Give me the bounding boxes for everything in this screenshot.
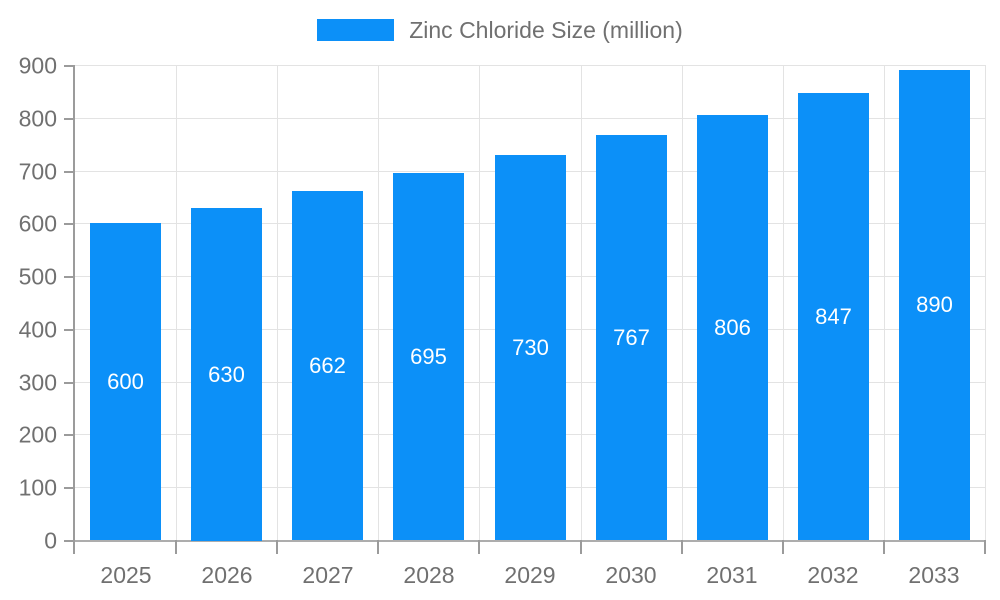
y-axis-tick	[64, 171, 73, 173]
y-axis-tick-label: 100	[18, 474, 57, 501]
y-axis-tick-label: 300	[18, 369, 57, 396]
bar: 662	[292, 191, 363, 540]
y-axis-tick-label: 200	[18, 421, 57, 448]
x-axis-tick	[681, 540, 683, 554]
gridline-horizontal	[75, 118, 985, 119]
x-axis-line	[73, 540, 985, 542]
bar-value-label: 847	[815, 303, 852, 329]
bar: 630	[191, 208, 262, 541]
legend[interactable]: Zinc Chloride Size (million)	[0, 12, 1000, 48]
x-axis-category-label: 2026	[201, 562, 253, 588]
bar-value-label: 806	[714, 314, 751, 340]
y-axis-line	[73, 65, 75, 554]
x-axis-category-label: 2030	[605, 562, 657, 588]
x-axis-tick	[175, 540, 177, 554]
bar-value-label: 767	[613, 324, 650, 350]
x-axis-tick	[276, 540, 278, 554]
y-axis-tick	[64, 487, 73, 489]
gridline-vertical	[682, 65, 683, 540]
y-axis-tick-label: 900	[18, 52, 57, 79]
y-axis-tick-label: 400	[18, 316, 57, 343]
bar-value-label: 600	[107, 368, 144, 394]
x-axis-category-label: 2033	[908, 562, 960, 588]
x-axis-category-label: 2031	[706, 562, 758, 588]
x-axis-tick	[984, 540, 986, 554]
bar-value-label: 695	[410, 343, 447, 369]
y-axis-tick	[64, 276, 73, 278]
x-axis-tick	[580, 540, 582, 554]
x-axis-tick	[782, 540, 784, 554]
x-axis-tick	[377, 540, 379, 554]
y-axis-tick-label: 500	[18, 263, 57, 290]
bar-value-label: 630	[208, 361, 245, 387]
x-axis-category-label: 2028	[403, 562, 455, 588]
y-axis-tick	[64, 540, 73, 542]
y-axis-tick	[64, 434, 73, 436]
legend-label: Zinc Chloride Size (million)	[409, 16, 683, 43]
y-axis-tick-label: 0	[44, 527, 57, 554]
x-axis-category-label: 2027	[302, 562, 354, 588]
gridline-vertical	[479, 65, 480, 540]
x-axis-tick	[73, 540, 75, 554]
gridline-vertical	[783, 65, 784, 540]
gridline-vertical	[378, 65, 379, 540]
y-axis-tick-label: 600	[18, 210, 57, 237]
bar: 695	[393, 173, 464, 540]
y-axis-tick	[64, 223, 73, 225]
y-axis-tick-label: 700	[18, 158, 57, 185]
bar-value-label: 890	[916, 292, 953, 317]
legend-swatch	[317, 19, 395, 41]
bar: 847	[798, 93, 869, 540]
x-axis-category-label: 2029	[504, 562, 556, 588]
bar: 730	[495, 155, 566, 540]
gridline-horizontal	[75, 65, 985, 66]
bar: 767	[596, 135, 667, 540]
x-axis-tick	[478, 540, 480, 554]
gridline-vertical	[985, 65, 986, 540]
bar-value-label: 730	[512, 334, 549, 360]
gridline-vertical	[277, 65, 278, 540]
y-axis-tick	[64, 382, 73, 384]
bar: 600	[90, 223, 161, 540]
gridline-vertical	[176, 65, 177, 540]
x-axis-category-label: 2032	[807, 562, 859, 588]
bar-value-label: 662	[309, 352, 346, 378]
bar: 806	[697, 115, 768, 540]
bar: 890	[899, 70, 970, 540]
y-axis-tick	[64, 65, 73, 67]
gridline-vertical	[581, 65, 582, 540]
gridline-vertical	[884, 65, 885, 540]
x-axis-tick	[883, 540, 885, 554]
x-axis-category-label: 2025	[100, 562, 152, 588]
y-axis-tick	[64, 118, 73, 120]
y-axis-tick	[64, 329, 73, 331]
y-axis-tick-label: 800	[18, 105, 57, 132]
